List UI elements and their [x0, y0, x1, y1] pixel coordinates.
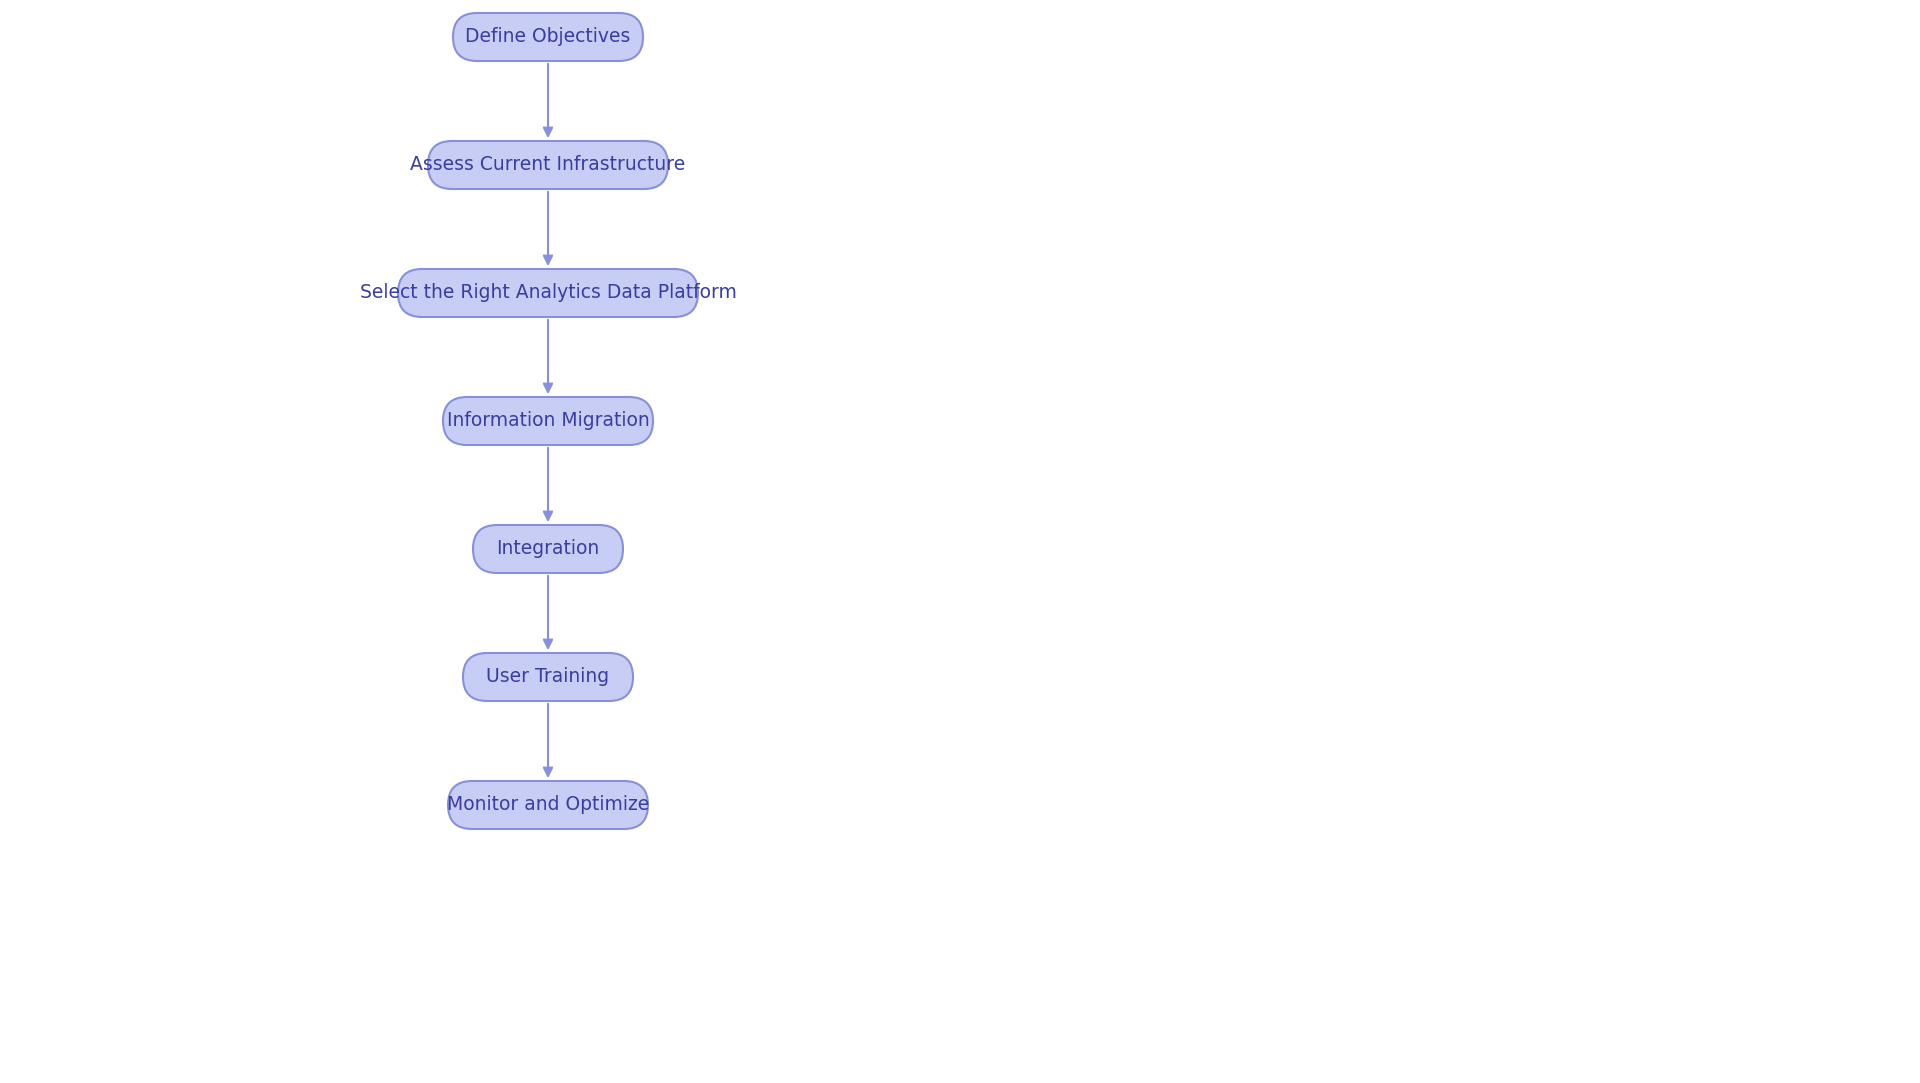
FancyBboxPatch shape — [428, 141, 668, 190]
Text: Information Migration: Information Migration — [447, 412, 649, 431]
Text: Assess Current Infrastructure: Assess Current Infrastructure — [411, 156, 685, 174]
FancyBboxPatch shape — [447, 781, 649, 828]
Text: Monitor and Optimize: Monitor and Optimize — [447, 796, 649, 814]
Text: User Training: User Training — [486, 667, 609, 687]
FancyBboxPatch shape — [463, 653, 634, 701]
FancyBboxPatch shape — [397, 269, 699, 317]
Text: Integration: Integration — [497, 539, 599, 559]
FancyBboxPatch shape — [472, 525, 622, 573]
Text: Select the Right Analytics Data Platform: Select the Right Analytics Data Platform — [359, 284, 737, 302]
FancyBboxPatch shape — [453, 13, 643, 61]
FancyBboxPatch shape — [444, 397, 653, 445]
Text: Define Objectives: Define Objectives — [465, 27, 630, 47]
